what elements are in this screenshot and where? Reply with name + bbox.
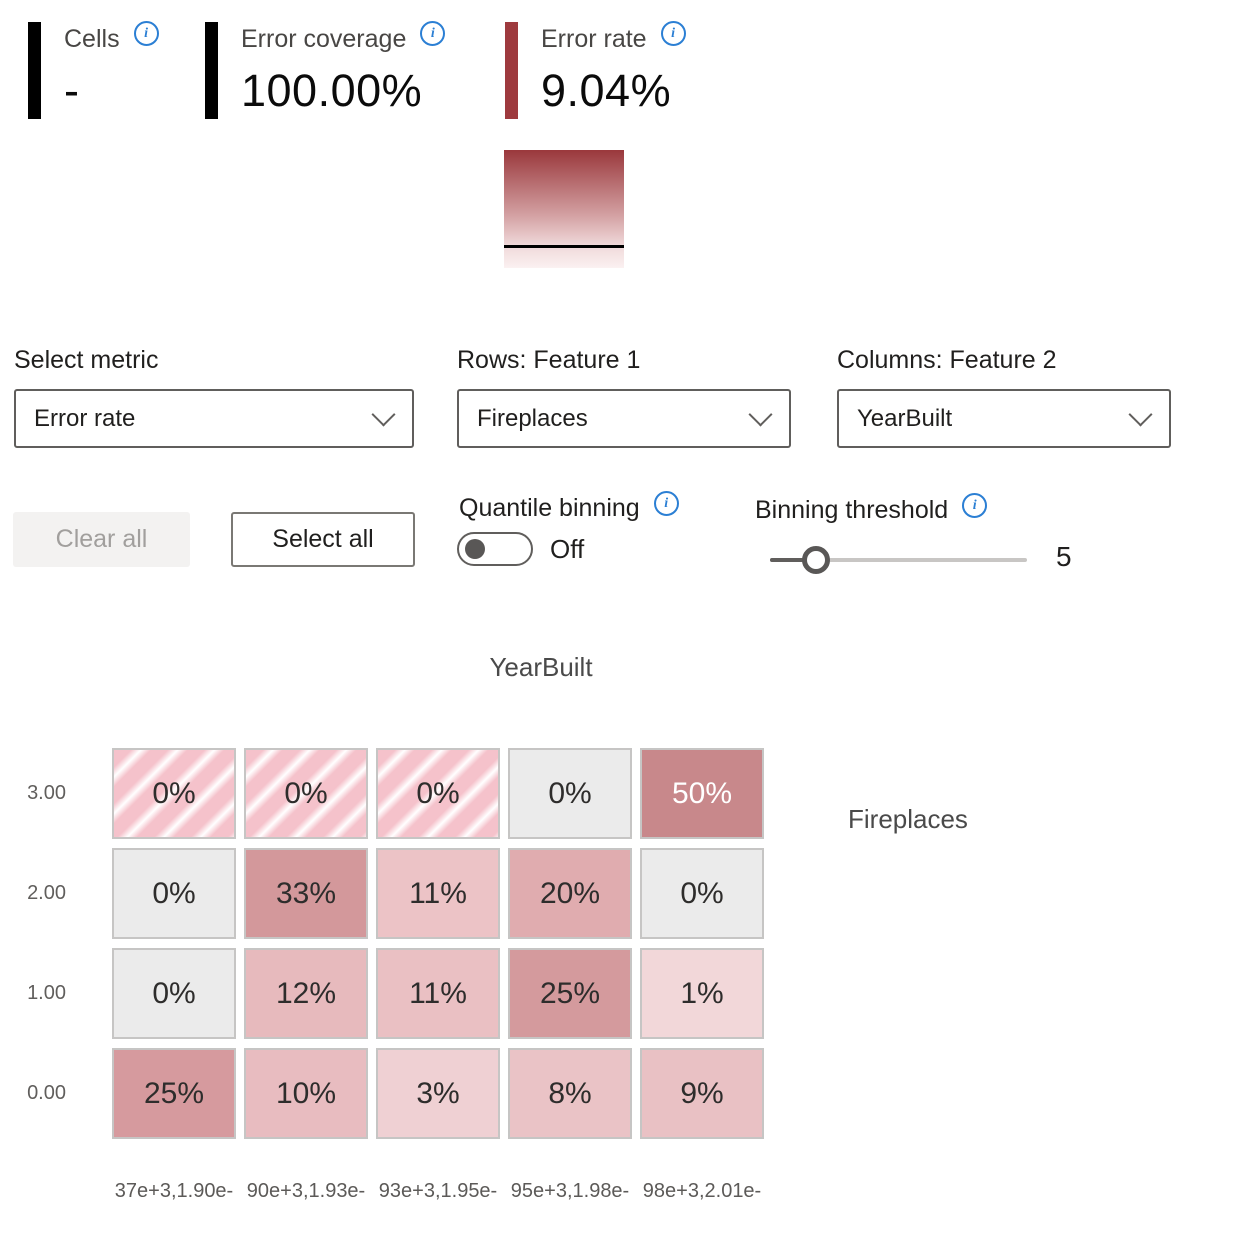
heatmap-row-labels: 3.00 2.00 1.00 0.00 — [0, 748, 66, 1148]
rows-feature-dropdown[interactable]: Fireplaces — [457, 389, 791, 448]
heatmap-cell-r1-c2[interactable]: 11% — [376, 848, 500, 939]
heatmap-col-label: 98e+3,2.01e- — [642, 1180, 762, 1202]
heatmap-cell-r2-c4[interactable]: 1% — [640, 948, 764, 1039]
info-icon[interactable]: i — [660, 21, 686, 46]
heatmap-cell-r0-c3[interactable]: 0% — [508, 748, 632, 839]
heatmap-col-labels: 37e+3,1.90e- 90e+3,1.93e- 93e+3,1.95e- 95e+… — [112, 1180, 764, 1203]
metric-error-coverage-label: Error coverage — [241, 25, 407, 53]
heatmap-cell-r0-c1[interactable]: 0% — [244, 748, 368, 839]
quantile-binning-state: Off — [550, 533, 585, 564]
heatmap-cell-r1-c4[interactable]: 0% — [640, 848, 764, 939]
heatmap-cell-r3-c1[interactable]: 10% — [244, 1048, 368, 1139]
select-all-button[interactable]: Select all — [231, 512, 415, 567]
chevron-down-icon — [371, 402, 396, 427]
select-metric-label: Select metric — [14, 346, 159, 374]
heatmap-cell-r1-c3[interactable]: 20% — [508, 848, 632, 939]
metric-cells-label: Cells — [64, 25, 120, 53]
heatmap-row-label: 2.00 — [27, 882, 66, 904]
heatmap-cell-r0-c2[interactable]: 0% — [376, 748, 500, 839]
metric-error-rate: Error rate i 9.04% — [505, 21, 686, 119]
heatmap-cell-r2-c3[interactable]: 25% — [508, 948, 632, 1039]
heatmap-cell-r3-c2[interactable]: 3% — [376, 1048, 500, 1139]
quantile-binning-toggle[interactable] — [457, 532, 533, 566]
slider-fill — [770, 558, 816, 562]
binning-threshold-label: Binning threshold — [755, 496, 949, 524]
heatmap-cell-r1-c1[interactable]: 33% — [244, 848, 368, 939]
heatmap-col-label: 93e+3,1.95e- — [378, 1180, 498, 1202]
heatmap-y-axis-title: Fireplaces — [848, 804, 968, 834]
heatmap-cell-r0-c4[interactable]: 50% — [640, 748, 764, 839]
heatmap-row-label: 3.00 — [27, 782, 66, 804]
heatmap-cell-r2-c2[interactable]: 11% — [376, 948, 500, 1039]
binning-threshold-label-row: Binning threshold i — [755, 493, 988, 525]
heatmap-row-label: 1.00 — [27, 982, 66, 1004]
select-metric-value: Error rate — [34, 404, 136, 432]
metric-error-coverage-value: 100.00% — [241, 65, 423, 116]
slider-knob[interactable] — [802, 546, 830, 574]
heatmap-row-label: 0.00 — [27, 1082, 66, 1104]
info-icon[interactable]: i — [962, 493, 988, 518]
heatmap-grid: 0% 0% 0% 0% 50% 0% 33% 11% 20% 0% 0% 12% 11% 25% 1% 25%… — [112, 748, 764, 1139]
binning-threshold-slider[interactable] — [770, 545, 1027, 575]
slider-track — [770, 558, 1027, 562]
error-rate-gradient-legend — [504, 150, 624, 268]
info-icon[interactable]: i — [420, 21, 446, 46]
heatmap-col-label: 95e+3,1.98e- — [510, 1180, 630, 1202]
info-icon[interactable]: i — [653, 491, 679, 516]
heatmap-cell-r3-c4[interactable]: 9% — [640, 1048, 764, 1139]
heatmap-cell-r2-c1[interactable]: 12% — [244, 948, 368, 1039]
heatmap-cell-r0-c0[interactable]: 0% — [112, 748, 236, 839]
heatmap-cell-r3-c0[interactable]: 25% — [112, 1048, 236, 1139]
heatmap-cell-r2-c0[interactable]: 0% — [112, 948, 236, 1039]
chevron-down-icon — [748, 402, 773, 427]
binning-threshold-value: 5 — [1056, 541, 1072, 572]
select-metric-dropdown[interactable]: Error rate — [14, 389, 414, 448]
quantile-binning-label: Quantile binning — [459, 494, 640, 522]
heatmap-cell-r3-c3[interactable]: 8% — [508, 1048, 632, 1139]
toggle-knob — [465, 539, 485, 559]
metric-cells-value: - — [64, 65, 80, 116]
cols-feature-value: YearBuilt — [857, 404, 953, 432]
cols-feature-dropdown[interactable]: YearBuilt — [837, 389, 1171, 448]
metric-error-rate-value: 9.04% — [541, 65, 672, 116]
cols-feature-label: Columns: Feature 2 — [837, 346, 1057, 374]
heatmap-col-label: 90e+3,1.93e- — [246, 1180, 366, 1202]
metric-cells: Cells i - — [28, 21, 159, 119]
chevron-down-icon — [1128, 402, 1153, 427]
baseline-error-rate-marker — [504, 245, 624, 248]
quantile-binning-label-row: Quantile binning i — [459, 491, 679, 523]
metric-error-coverage-bar — [205, 22, 218, 119]
metric-error-coverage: Error coverage i 100.00% — [205, 21, 446, 119]
quantile-binning-toggle-row: Off — [457, 532, 584, 566]
info-icon[interactable]: i — [133, 21, 159, 46]
heatmap-col-label: 37e+3,1.90e- — [114, 1180, 234, 1202]
metric-cells-bar — [28, 22, 41, 119]
heatmap-x-axis-title: YearBuilt — [489, 652, 593, 682]
heatmap-cell-r1-c0[interactable]: 0% — [112, 848, 236, 939]
clear-all-button[interactable]: Clear all — [13, 512, 190, 567]
rows-feature-label: Rows: Feature 1 — [457, 346, 641, 374]
metric-error-rate-label: Error rate — [541, 25, 647, 53]
rows-feature-value: Fireplaces — [477, 404, 588, 432]
metric-error-rate-bar — [505, 22, 518, 119]
